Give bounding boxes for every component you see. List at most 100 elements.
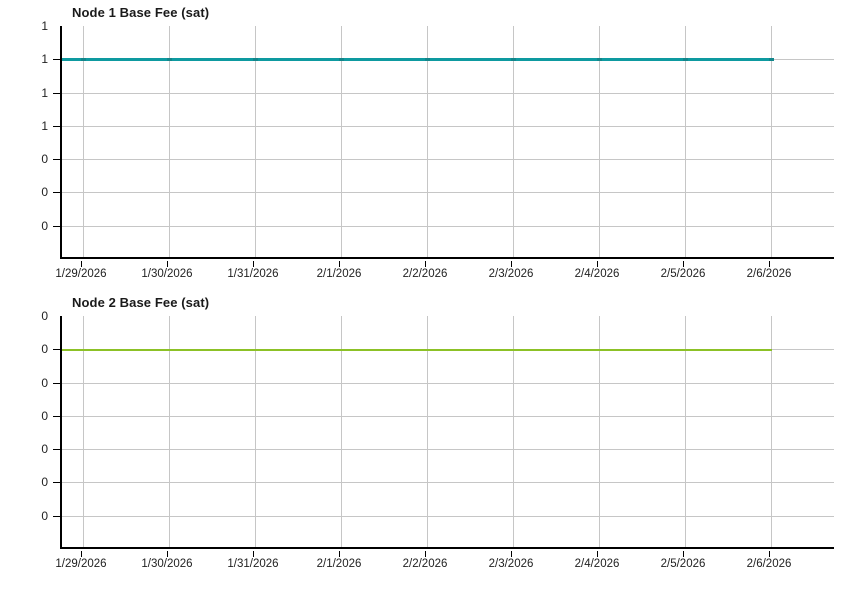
x-axis-tick-mark: [81, 551, 82, 557]
gridline-vertical: [255, 316, 256, 547]
gridline-vertical: [513, 316, 514, 547]
data-point-marker: [511, 58, 516, 61]
x-axis-tick-mark: [253, 551, 254, 557]
x-axis-tick-label: 2/5/2026: [660, 268, 706, 280]
y-axis-tick-label: 1: [41, 86, 48, 100]
gridline-vertical: [427, 26, 428, 257]
y-axis-tick-mark: [53, 349, 60, 350]
y-axis-tick-mark: [53, 516, 60, 517]
gridline-vertical: [427, 316, 428, 547]
y-axis-tick-label: 1: [41, 19, 48, 33]
plot-area-node-2: [60, 316, 834, 549]
x-axis-tick-mark: [339, 261, 340, 267]
gridline-vertical: [513, 26, 514, 257]
gridline-horizontal: [62, 383, 834, 384]
x-axis-tick-mark: [683, 261, 684, 267]
x-axis-tick-label: 2/1/2026: [316, 268, 362, 280]
x-axis-tick-label: 1/30/2026: [141, 558, 193, 570]
y-axis-tick-mark: [53, 59, 60, 60]
y-axis-tick-label: 0: [41, 309, 48, 323]
gridline-vertical: [599, 316, 600, 547]
data-series-line: [62, 58, 772, 61]
y-axis-tick-label: 1: [41, 119, 48, 133]
x-axis-tick-label: 2/6/2026: [746, 268, 792, 280]
x-axis-tick-label: 1/31/2026: [227, 558, 279, 570]
gridline-vertical: [169, 26, 170, 257]
data-series-line: [62, 349, 772, 351]
x-axis-tick-label: 1/31/2026: [227, 268, 279, 280]
x-axis-tick-mark: [167, 551, 168, 557]
gridline-horizontal: [62, 93, 834, 94]
y-axis-tick-label: 0: [41, 475, 48, 489]
x-axis-tick-label: 2/6/2026: [746, 558, 792, 570]
y-axis-tick-label: 0: [41, 509, 48, 523]
x-axis-tick-mark: [81, 261, 82, 267]
chart-title-node-2: Node 2 Base Fee (sat): [72, 295, 210, 310]
data-point-marker: [683, 58, 688, 61]
chart-title-node-1: Node 1 Base Fee (sat): [72, 5, 210, 20]
data-point-marker: [253, 58, 258, 61]
x-axis-tick-label: 1/29/2026: [55, 268, 107, 280]
plot-area-node-1: [60, 26, 834, 259]
x-axis-tick-label: 1/29/2026: [55, 558, 107, 570]
x-axis-tick-mark: [425, 551, 426, 557]
gridline-horizontal: [62, 192, 834, 193]
x-axis-tick-mark: [597, 261, 598, 267]
gridline-horizontal: [62, 226, 834, 227]
gridline-horizontal: [62, 416, 834, 417]
x-axis-tick-label: 2/5/2026: [660, 558, 706, 570]
gridline-horizontal: [62, 516, 834, 517]
x-axis-tick-mark: [253, 261, 254, 267]
y-axis-tick-mark: [53, 93, 60, 94]
gridline-vertical: [771, 316, 772, 547]
x-axis-tick-label: 2/4/2026: [574, 268, 620, 280]
gridline-vertical: [83, 316, 84, 547]
x-axis-tick-label: 2/2/2026: [402, 558, 448, 570]
y-axis-tick-mark: [53, 416, 60, 417]
gridline-vertical: [341, 316, 342, 547]
x-axis-tick-mark: [511, 551, 512, 557]
x-axis-tick-mark: [511, 261, 512, 267]
y-axis-tick-mark: [53, 126, 60, 127]
x-axis-tick-label: 2/1/2026: [316, 558, 362, 570]
x-axis-tick-mark: [597, 551, 598, 557]
y-axis-tick-mark: [53, 226, 60, 227]
y-axis-tick-label: 0: [41, 409, 48, 423]
y-axis-tick-mark: [53, 449, 60, 450]
data-point-marker: [339, 58, 344, 61]
gridline-horizontal: [62, 159, 834, 160]
y-axis-tick-label: 0: [41, 376, 48, 390]
y-axis-tick-label: 0: [41, 342, 48, 356]
gridline-vertical: [599, 26, 600, 257]
y-axis-tick-mark: [53, 159, 60, 160]
y-axis-tick-label: 1: [41, 52, 48, 66]
data-point-marker: [425, 58, 430, 61]
gridline-vertical: [771, 26, 772, 257]
x-axis-tick-mark: [683, 551, 684, 557]
x-axis-tick-label: 2/4/2026: [574, 558, 620, 570]
chart-panel-node-1: Node 1 Base Fee (sat) 1 1 1 1 0 0 0 1/29/2026 1/…: [0, 0, 860, 290]
x-axis-tick-mark: [769, 261, 770, 267]
x-axis-tick-mark: [339, 551, 340, 557]
chart-panel-node-2: Node 2 Base Fee (sat) 0 0 0 0 0 0 0 1/29/2026 1/…: [0, 290, 860, 580]
y-axis-tick-label: 0: [41, 442, 48, 456]
y-axis-tick-mark: [53, 383, 60, 384]
gridline-vertical: [169, 316, 170, 547]
x-axis-tick-label: 2/3/2026: [488, 558, 534, 570]
data-point-marker: [167, 58, 172, 61]
data-point-marker: [81, 58, 86, 61]
x-axis-tick-mark: [769, 551, 770, 557]
data-point-marker: [597, 58, 602, 61]
y-axis-tick-label: 0: [41, 152, 48, 166]
data-point-marker: [769, 58, 774, 61]
gridline-vertical: [255, 26, 256, 257]
gridline-horizontal: [62, 449, 834, 450]
x-axis-tick-label: 1/30/2026: [141, 268, 193, 280]
y-axis-tick-label: 0: [41, 219, 48, 233]
y-axis-tick-mark: [53, 482, 60, 483]
gridline-horizontal: [62, 126, 834, 127]
y-axis-tick-label: 0: [41, 185, 48, 199]
gridline-vertical: [341, 26, 342, 257]
x-axis-tick-mark: [167, 261, 168, 267]
